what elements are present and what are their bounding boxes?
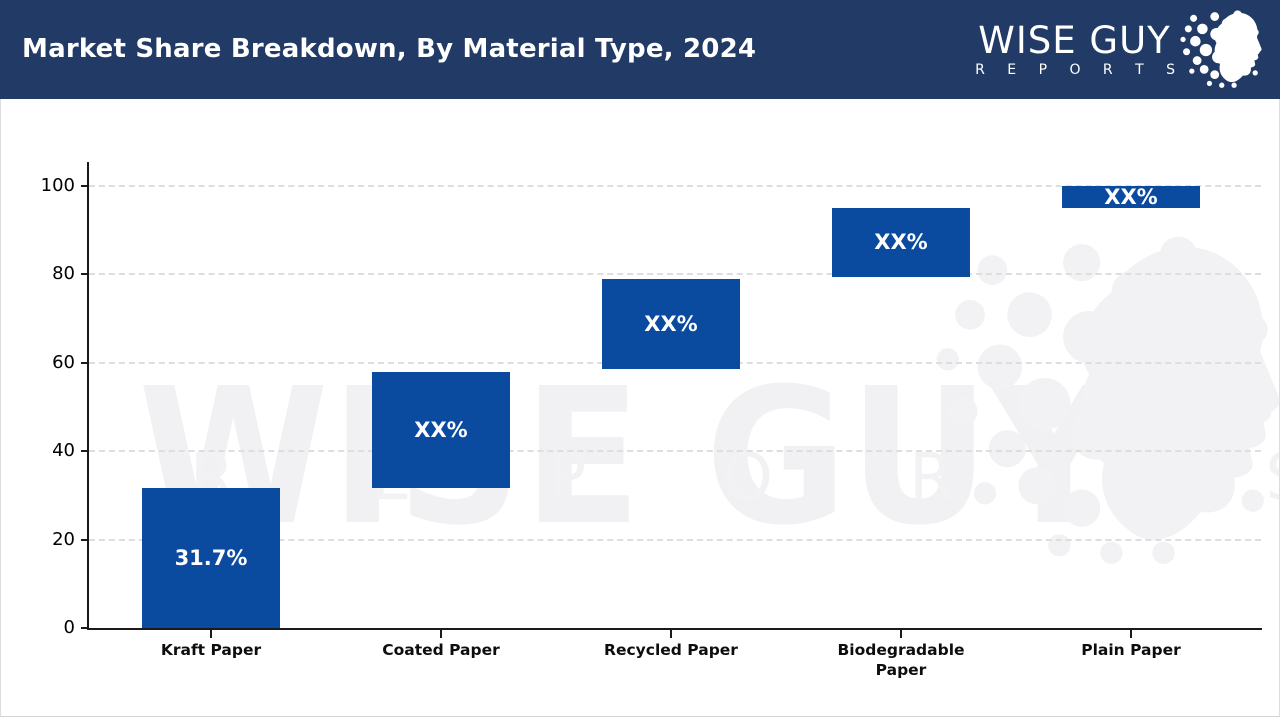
x-category-label-2: Recycled Paper <box>604 641 738 659</box>
brand-logo-text: WISE GUY R E P O R T S <box>965 22 1184 78</box>
watermark-brand-name: WISE GUY <box>138 348 1119 567</box>
x-tick-4 <box>1130 630 1132 638</box>
bar-kraft-paper: 31.7% <box>142 487 280 628</box>
y-tick-40 <box>81 450 89 453</box>
brand-head-icon <box>1180 10 1262 88</box>
x-axis-line <box>87 628 1262 630</box>
x-category-label-3: Biodegradable Paper <box>837 641 965 679</box>
page-left-border <box>0 99 1 717</box>
bar-plain-paper: XX% <box>1062 184 1200 209</box>
y-tick-label-0: 0 <box>63 617 75 638</box>
y-tick-20 <box>81 538 89 541</box>
watermark: WISE GUY R E P O R T S <box>0 99 1280 716</box>
x-category-label-1: Coated Paper <box>382 641 500 659</box>
y-tick-label-40: 40 <box>52 440 75 462</box>
bar-value-label: XX% <box>644 312 698 337</box>
x-category-label-0: Kraft Paper <box>160 641 262 659</box>
gridline-100 <box>89 184 1261 187</box>
header-bar: Market Share Breakdown, By Material Type… <box>0 0 1280 99</box>
brand-name: WISE GUY <box>978 19 1171 62</box>
bar-recycled-paper: XX% <box>602 278 740 370</box>
bar-coated-paper: XX% <box>372 371 510 488</box>
bar-value-label: XX% <box>1104 184 1158 209</box>
page-bottom-border <box>0 716 1280 717</box>
y-tick-80 <box>81 273 89 276</box>
x-category-label-4: Plain Paper <box>1081 641 1181 659</box>
brand-logo: WISE GUY R E P O R T S <box>965 8 1270 92</box>
x-tick-0 <box>210 630 212 638</box>
x-tick-1 <box>440 630 442 638</box>
x-tick-2 <box>670 630 672 638</box>
y-tick-label-60: 60 <box>52 351 75 373</box>
y-tick-label-80: 80 <box>52 263 75 285</box>
y-tick-0 <box>81 627 89 629</box>
bar-value-label: 31.7% <box>174 545 248 570</box>
y-tick-100 <box>81 184 89 187</box>
y-tick-label-20: 20 <box>52 528 75 550</box>
gridline-40 <box>89 450 1261 453</box>
gridline-80 <box>89 273 1261 276</box>
y-axis-line <box>87 162 89 630</box>
bar-biodegradable-paper: XX% <box>832 208 970 277</box>
bar-value-label: XX% <box>874 230 928 255</box>
brand-tagline: R E P O R T S <box>975 62 1184 78</box>
bar-value-label: XX% <box>414 417 468 442</box>
gridline-20 <box>89 538 1261 541</box>
page-title: Market Share Breakdown, By Material Type… <box>22 34 757 64</box>
y-tick-60 <box>81 361 89 364</box>
x-tick-3 <box>900 630 902 638</box>
y-tick-label-100: 100 <box>40 174 75 196</box>
